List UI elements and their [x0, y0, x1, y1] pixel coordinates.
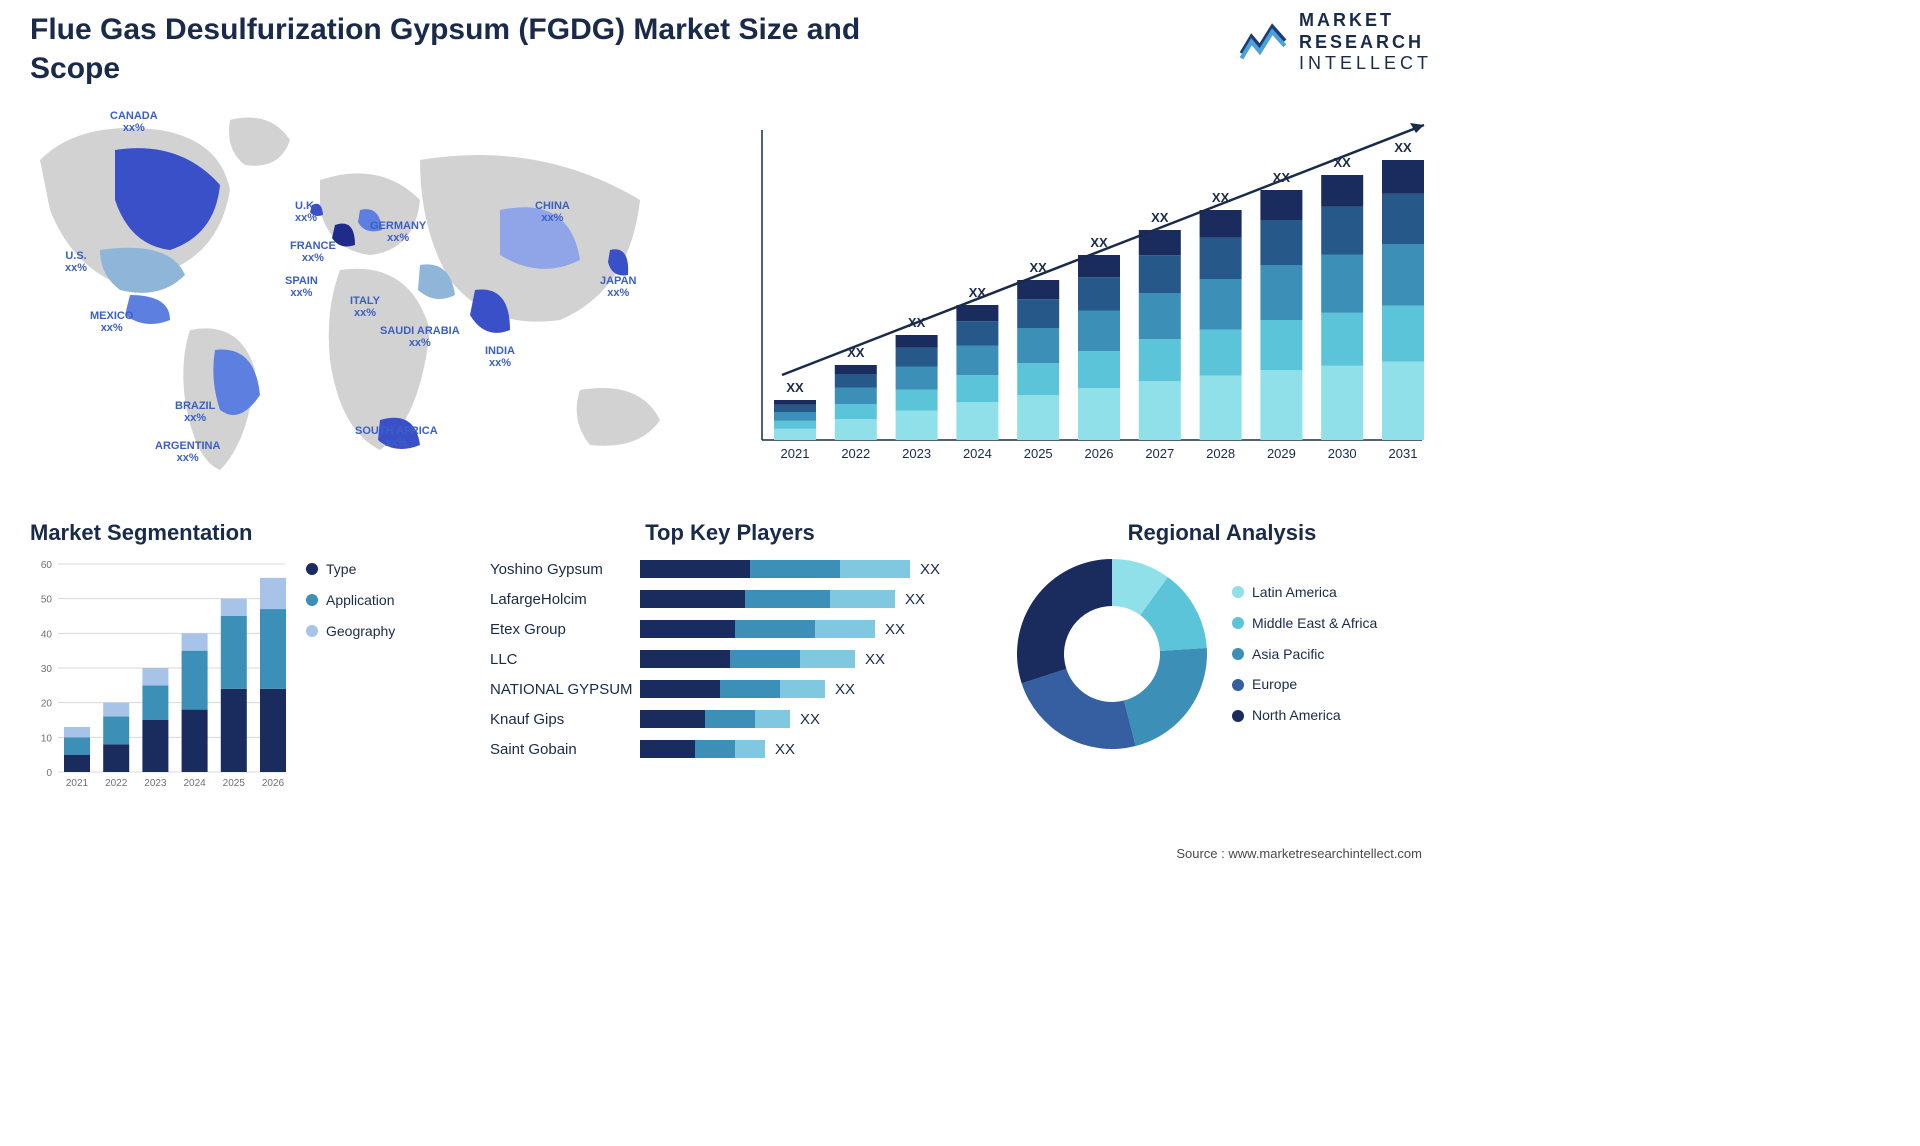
segmentation-chart: 0 10 20 30 40 50 60 2021 2022 2023 2024 2025 2026: [30, 554, 290, 794]
player-row: Etex Group XX: [490, 614, 970, 644]
regional-legend: Latin AmericaMiddle East & AfricaAsia Pa…: [1232, 577, 1377, 731]
players-title: Top Key Players: [490, 520, 970, 546]
player-name: Saint Gobain: [490, 741, 640, 758]
market-size-chart: 2021XX2022XX2023XX2024XX2025XX2026XX2027…: [732, 100, 1432, 470]
svg-text:2025: 2025: [1024, 446, 1053, 461]
player-bar: [640, 560, 910, 578]
player-bar: [640, 620, 875, 638]
map-label: SOUTH AFRICAxx%: [355, 425, 438, 449]
player-value: XX: [885, 621, 905, 638]
svg-text:2022: 2022: [841, 446, 870, 461]
player-name: Knauf Gips: [490, 711, 640, 728]
svg-text:2023: 2023: [902, 446, 931, 461]
svg-text:2026: 2026: [1085, 446, 1114, 461]
player-value: XX: [800, 711, 820, 728]
player-row: Saint Gobain XX: [490, 734, 970, 764]
map-label: BRAZILxx%: [175, 400, 215, 424]
header: Flue Gas Desulfurization Gypsum (FGDG) M…: [30, 10, 1432, 88]
svg-text:2021: 2021: [66, 778, 89, 789]
segmentation-panel: Market Segmentation 0 10 20 30 40 50 60 2021 202…: [30, 520, 450, 794]
player-row: Yoshino Gypsum XX: [490, 554, 970, 584]
players-list: Yoshino GypsumXXLafargeHolcimXXEtex Grou…: [490, 554, 970, 764]
brand-logo: MARKET RESEARCH INTELLECT: [1239, 10, 1432, 75]
legend-item: Europe: [1232, 669, 1377, 700]
logo-mark-icon: [1239, 20, 1289, 65]
segmentation-title: Market Segmentation: [30, 520, 450, 546]
svg-text:2021: 2021: [781, 446, 810, 461]
svg-text:2026: 2026: [262, 778, 285, 789]
svg-text:2031: 2031: [1389, 446, 1418, 461]
svg-text:2023: 2023: [144, 778, 167, 789]
player-value: XX: [920, 561, 940, 578]
map-label: INDIAxx%: [485, 345, 515, 369]
svg-text:50: 50: [41, 595, 53, 606]
legend-item: Asia Pacific: [1232, 639, 1377, 670]
svg-text:2024: 2024: [963, 446, 992, 461]
source-text: Source : www.marketresearchintellect.com: [1176, 846, 1422, 861]
legend-item: Type: [306, 554, 395, 585]
svg-text:2024: 2024: [183, 778, 206, 789]
regional-panel: Regional Analysis Latin AmericaMiddle Ea…: [1012, 520, 1432, 754]
legend-item: Latin America: [1232, 577, 1377, 608]
player-bar: [640, 650, 855, 668]
regional-donut: [1012, 554, 1212, 754]
map-label: U.K.xx%: [295, 200, 317, 224]
svg-text:XX: XX: [1151, 210, 1169, 225]
player-row: NATIONAL GYPSUM XX: [490, 674, 970, 704]
player-row: Knauf Gips XX: [490, 704, 970, 734]
svg-text:2027: 2027: [1145, 446, 1174, 461]
svg-text:2022: 2022: [105, 778, 128, 789]
player-value: XX: [775, 741, 795, 758]
map-label: SPAINxx%: [285, 275, 318, 299]
map-label: MEXICOxx%: [90, 310, 133, 334]
player-row: LafargeHolcim XX: [490, 584, 970, 614]
player-name: LafargeHolcim: [490, 591, 640, 608]
player-bar: [640, 590, 895, 608]
map-label: FRANCExx%: [290, 240, 336, 264]
player-value: XX: [865, 651, 885, 668]
map-label: CANADAxx%: [110, 110, 158, 134]
map-label: CHINAxx%: [535, 200, 570, 224]
svg-text:XX: XX: [786, 380, 804, 395]
svg-text:0: 0: [46, 768, 52, 779]
map-label: JAPANxx%: [600, 275, 636, 299]
regional-title: Regional Analysis: [1012, 520, 1432, 546]
map-label: SAUDI ARABIAxx%: [380, 325, 460, 349]
svg-text:40: 40: [41, 629, 53, 640]
player-bar: [640, 740, 765, 758]
player-bar: [640, 680, 825, 698]
page-title: Flue Gas Desulfurization Gypsum (FGDG) M…: [30, 10, 930, 88]
player-row: LLC XX: [490, 644, 970, 674]
player-name: Yoshino Gypsum: [490, 561, 640, 578]
svg-text:2025: 2025: [223, 778, 246, 789]
legend-item: North America: [1232, 700, 1377, 731]
legend-item: Application: [306, 585, 395, 616]
svg-text:2028: 2028: [1206, 446, 1235, 461]
svg-text:2030: 2030: [1328, 446, 1357, 461]
players-panel: Top Key Players Yoshino GypsumXXLafargeH…: [490, 520, 970, 764]
legend-item: Middle East & Africa: [1232, 608, 1377, 639]
map-label: U.S.xx%: [65, 250, 87, 274]
map-label: ARGENTINAxx%: [155, 440, 220, 464]
player-name: Etex Group: [490, 621, 640, 638]
player-name: LLC: [490, 651, 640, 668]
svg-text:30: 30: [41, 664, 53, 675]
player-name: NATIONAL GYPSUM: [490, 681, 640, 698]
map-label: GERMANYxx%: [370, 220, 426, 244]
svg-text:60: 60: [41, 560, 53, 571]
svg-text:10: 10: [41, 733, 53, 744]
logo-text: MARKET RESEARCH INTELLECT: [1299, 10, 1432, 75]
map-label: ITALYxx%: [350, 295, 380, 319]
svg-text:2029: 2029: [1267, 446, 1296, 461]
segmentation-legend: TypeApplicationGeography: [306, 554, 395, 794]
svg-text:20: 20: [41, 699, 53, 710]
player-value: XX: [905, 591, 925, 608]
svg-text:XX: XX: [1394, 140, 1412, 155]
legend-item: Geography: [306, 616, 395, 647]
player-value: XX: [835, 681, 855, 698]
world-map-panel: CANADAxx% U.S.xx% MEXICOxx% BRAZILxx% ARGENT…: [20, 100, 680, 490]
player-bar: [640, 710, 790, 728]
